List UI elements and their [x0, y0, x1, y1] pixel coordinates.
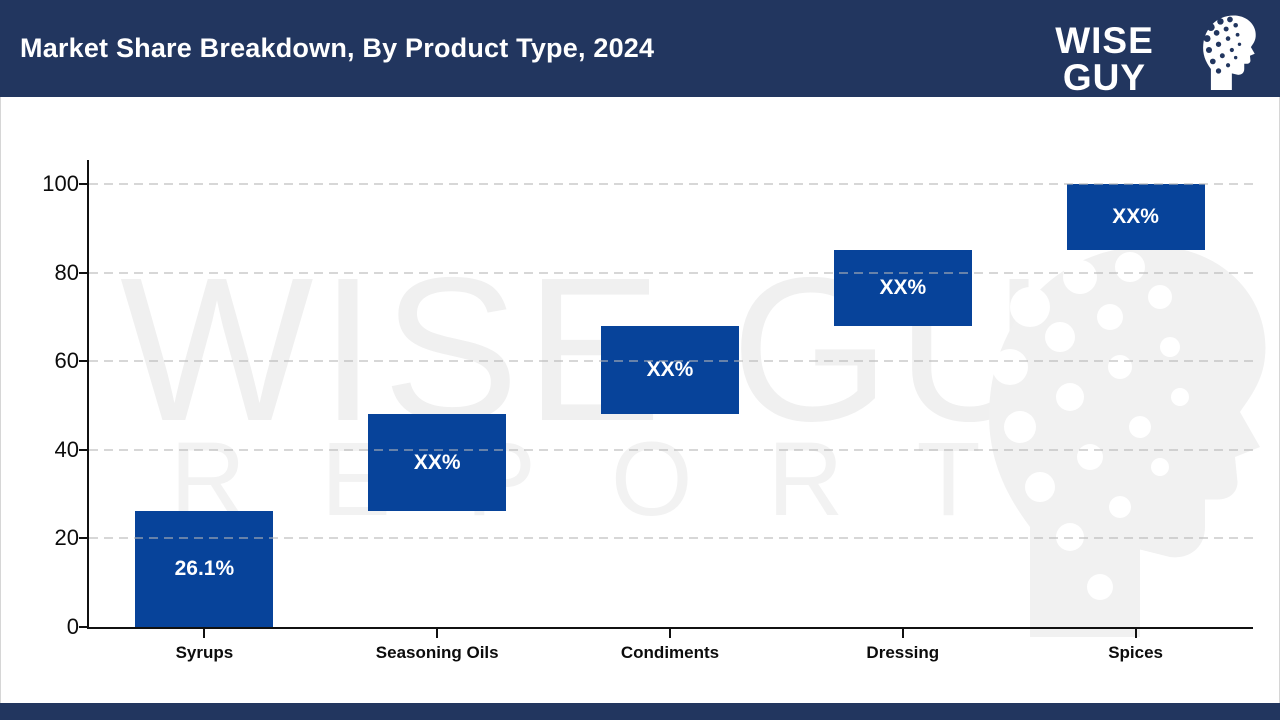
x-tick-0 — [203, 629, 206, 638]
gridline-20 — [89, 537, 1259, 540]
footer-bar — [0, 703, 1280, 720]
category-label-4: Spices — [1108, 643, 1163, 662]
y-tick-label: 40 — [54, 436, 79, 462]
bar-dressing — [833, 250, 972, 326]
y-tick-label: 60 — [54, 348, 79, 374]
bar-syrups — [135, 511, 274, 627]
bar-value-label: XX% — [413, 450, 461, 474]
category-label-0: Syrups — [175, 643, 234, 662]
y-tick-100 — [79, 183, 87, 185]
gridline-60 — [89, 360, 1259, 363]
category-label-2: Condiments — [620, 643, 720, 662]
y-tick-label: 20 — [54, 525, 79, 551]
y-tick-60 — [79, 360, 87, 363]
x-tick-3 — [901, 629, 904, 638]
category-label-3: Dressing — [866, 643, 940, 662]
y-tick-0 — [79, 626, 87, 628]
bar-condiments — [601, 325, 739, 415]
chart-title: Market Share Breakdown, By Product Type,… — [20, 33, 655, 63]
x-axis — [87, 627, 1253, 629]
gridline-100 — [89, 183, 1259, 185]
bar-value-label: XX% — [646, 358, 694, 382]
category-label-1: Seasoning Oils — [375, 643, 499, 662]
bar-spices — [1066, 184, 1205, 251]
wise-guy-logo: WISE GUY REPORTS — [1012, 10, 1262, 115]
logo-head-icon — [1203, 15, 1256, 90]
x-tick-2 — [669, 629, 671, 638]
y-axis — [87, 160, 89, 629]
y-tick-40 — [79, 448, 87, 451]
bar-value-label: XX% — [1112, 205, 1159, 229]
header-bar: Market Share Breakdown, By Product Type,… — [0, 0, 1280, 115]
market-share-chart: 0 20 40 60 80 100 26.1% Syrups XX% Seasoning Oils… — [0, 97, 1280, 703]
bar-seasoning-oils — [368, 414, 507, 512]
bar-value-label: 26.1% — [174, 557, 235, 581]
logo-sub-text: REPORTS — [1041, 100, 1174, 115]
bar-value-label: XX% — [879, 276, 927, 300]
x-tick-4 — [1134, 629, 1137, 638]
gridline-40 — [89, 448, 1259, 451]
y-tick-label: 0 — [66, 614, 79, 639]
y-tick-20 — [79, 537, 87, 540]
logo-brand-text: WISE GUY — [1055, 20, 1154, 98]
x-tick-1 — [436, 629, 439, 638]
y-tick-label: 80 — [54, 259, 79, 285]
gridline-80 — [89, 271, 1259, 274]
y-tick-80 — [79, 271, 87, 274]
y-tick-label: 100 — [42, 171, 79, 196]
